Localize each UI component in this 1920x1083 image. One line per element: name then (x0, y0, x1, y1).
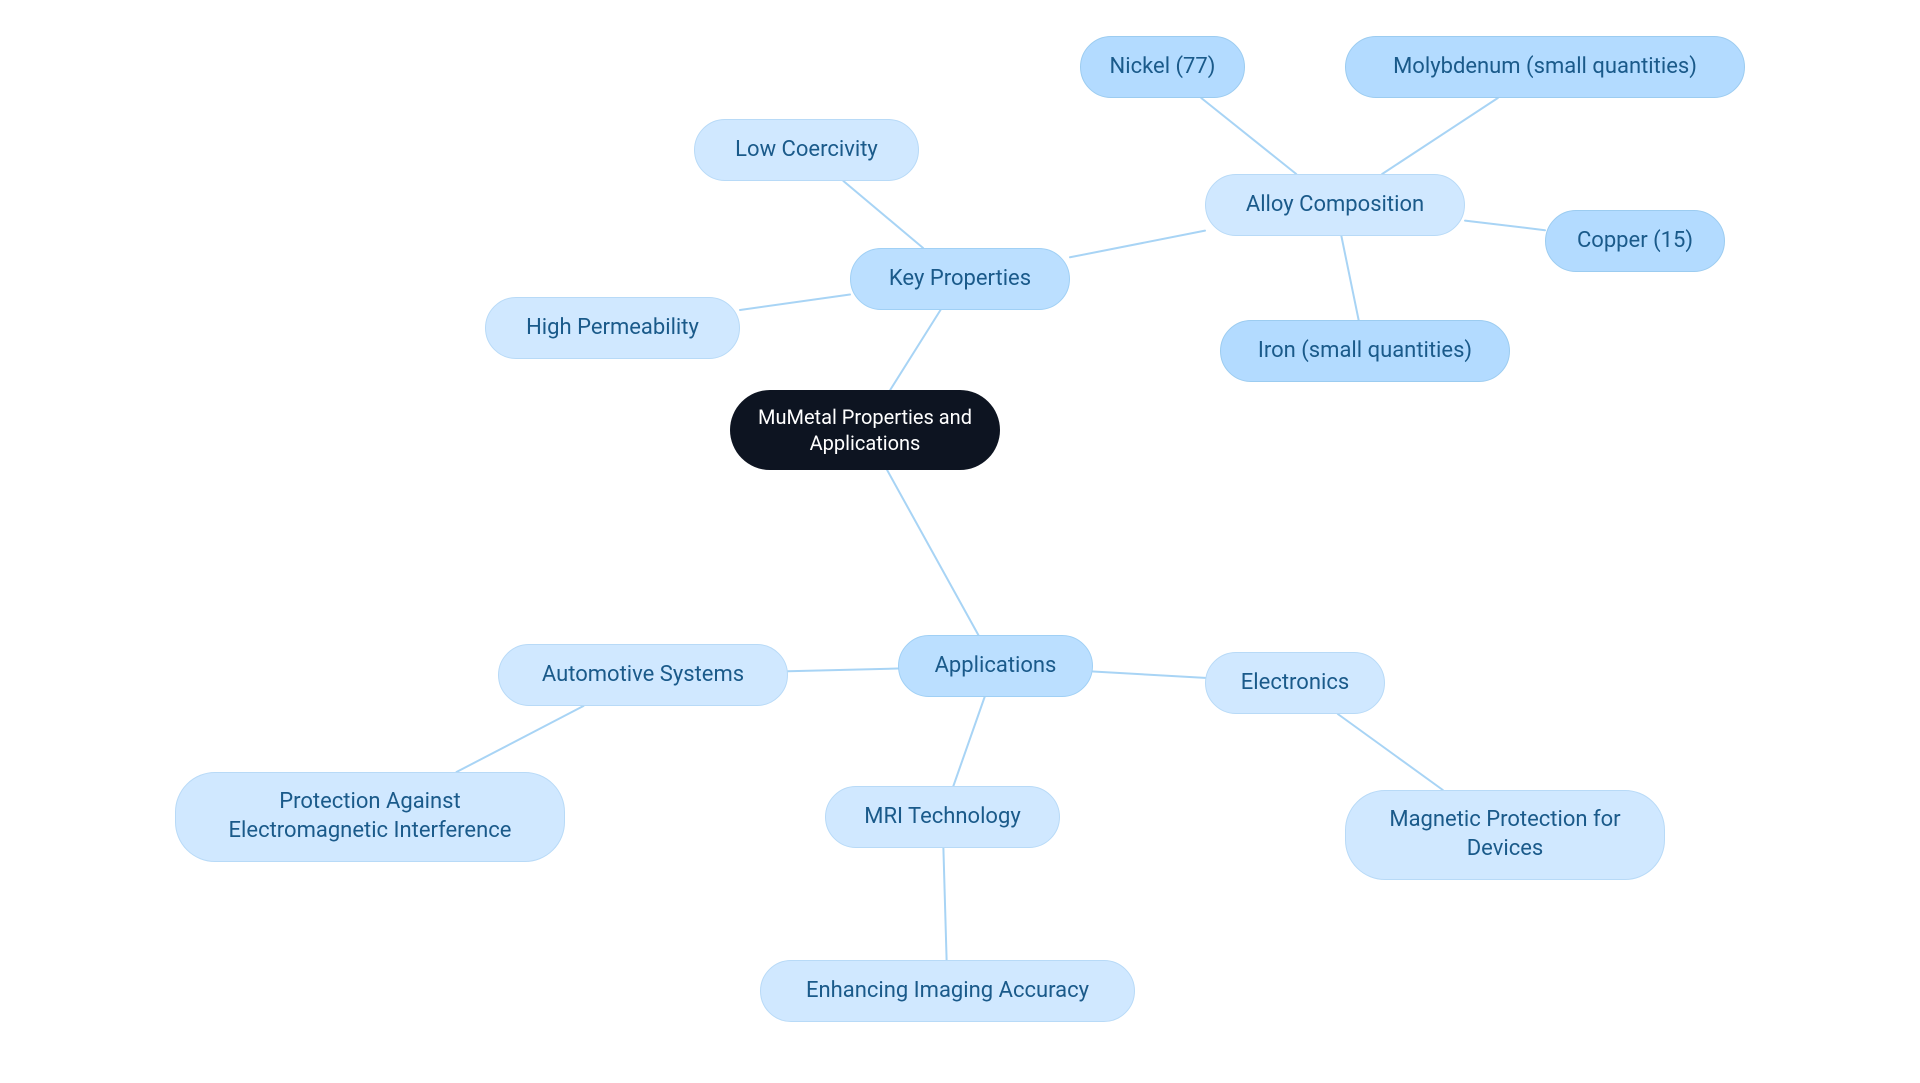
node-label: MuMetal Properties andApplications (758, 404, 972, 456)
edges-layer (0, 0, 1920, 1083)
node-label: Low Coercivity (735, 136, 878, 165)
node-low-coercivity: Low Coercivity (694, 119, 919, 181)
node-imaging-accuracy: Enhancing Imaging Accuracy (760, 960, 1135, 1022)
node-automotive-systems: Automotive Systems (498, 644, 788, 706)
diagram-canvas: MuMetal Properties andApplications Key P… (0, 0, 1920, 1083)
node-root: MuMetal Properties andApplications (730, 390, 1000, 470)
node-label: Magnetic Protection forDevices (1389, 806, 1620, 863)
node-alloy-composition: Alloy Composition (1205, 174, 1465, 236)
node-high-permeability: High Permeability (485, 297, 740, 359)
node-applications: Applications (898, 635, 1093, 697)
node-iron: Iron (small quantities) (1220, 320, 1510, 382)
node-mri-technology: MRI Technology (825, 786, 1060, 848)
node-nickel: Nickel (77) (1080, 36, 1245, 98)
node-label: Applications (935, 652, 1057, 681)
node-emi-protection: Protection AgainstElectromagnetic Interf… (175, 772, 565, 862)
node-copper: Copper (15) (1545, 210, 1725, 272)
node-label: High Permeability (526, 314, 699, 343)
node-label: Molybdenum (small quantities) (1393, 53, 1697, 82)
node-label: Enhancing Imaging Accuracy (806, 977, 1089, 1006)
node-label: Protection AgainstElectromagnetic Interf… (229, 788, 512, 845)
node-label: Key Properties (889, 265, 1031, 294)
node-label: Automotive Systems (542, 661, 744, 690)
node-key-properties: Key Properties (850, 248, 1070, 310)
node-electronics: Electronics (1205, 652, 1385, 714)
node-molybdenum: Molybdenum (small quantities) (1345, 36, 1745, 98)
node-label: Nickel (77) (1110, 53, 1216, 82)
node-label: Iron (small quantities) (1258, 337, 1472, 366)
node-label: MRI Technology (864, 803, 1021, 832)
node-label: Copper (15) (1577, 227, 1693, 256)
node-label: Alloy Composition (1246, 191, 1424, 220)
node-magnetic-protection: Magnetic Protection forDevices (1345, 790, 1665, 880)
node-label: Electronics (1241, 669, 1349, 698)
